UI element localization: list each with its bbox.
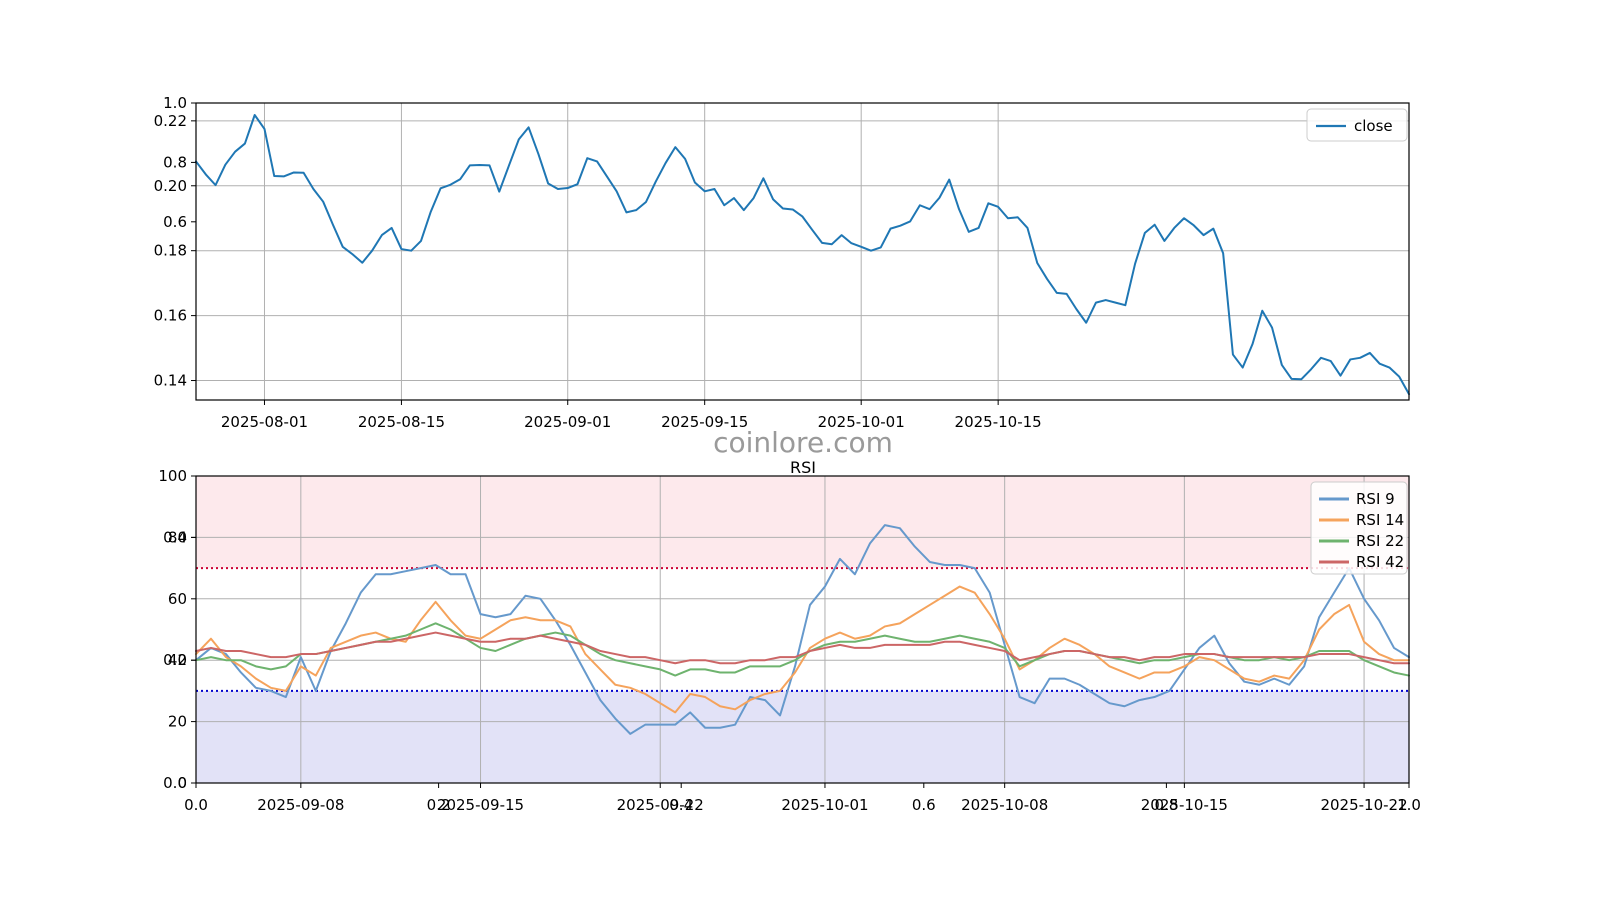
rsi-legend-label: RSI 42 [1356, 553, 1404, 571]
price-y-tick-label: 0.20 [154, 177, 187, 195]
watermark-text: coinlore.com [713, 426, 893, 459]
price-plot-area: 0.22 0.20 0.18 0.16 0.14 1.0 0.8 0.6 2025-08-0… [154, 94, 1410, 431]
price-x-tick-label: 2025-08-01 [221, 413, 308, 431]
price-x-tick-label: 2025-09-01 [524, 413, 611, 431]
price-y-tick-labels: 0.22 0.20 0.18 0.16 0.14 [154, 112, 196, 390]
price-y-tick-label: 0.18 [154, 242, 187, 260]
rsi-y-tick-label: 40 [168, 651, 187, 669]
rsi-panel-title: RSI [790, 458, 816, 477]
rsi-legend-label: RSI 9 [1356, 490, 1395, 508]
rsi-y-tick-label: 100 [158, 467, 187, 485]
price-x-tick-label: 2025-10-01 [818, 413, 905, 431]
rsi-x-tick-label-secondary: 0.8 [1154, 796, 1178, 814]
price-series-group [195, 114, 1410, 396]
price-x-tick-label: 2025-09-15 [661, 413, 748, 431]
rsi-legend-label: RSI 14 [1356, 511, 1404, 529]
rsi-gridlines [196, 476, 1409, 783]
price-legend-label: close [1354, 117, 1393, 135]
watermark-layer: coinlore.com RSI [713, 426, 893, 477]
rsi-y-tick-label-secondary: 0.0 [163, 774, 187, 792]
price-gridlines [196, 103, 1409, 400]
rsi-threshold-lines [196, 567, 1409, 692]
rsi-x-tick-label: 2025-10-08 [961, 796, 1048, 814]
rsi-x-tick-label-secondary: 0.6 [912, 796, 936, 814]
rsi-axis-box [195, 475, 1410, 784]
rsi-x-tick-label: 2025-09-22 [617, 796, 704, 814]
rsi-y-tick-labels-secondary: 0.4 0.2 0.0 [163, 528, 196, 792]
rsi-x-tick-labels-secondary: 0.0 0.2 0.4 0.6 0.8 1.0 [184, 783, 1421, 814]
rsi-band-overbought [196, 476, 1409, 569]
rsi-line-rsi-9 [195, 524, 1410, 735]
price-plot-background [196, 103, 1409, 400]
rsi-y-tick-label-secondary: 0.2 [163, 651, 187, 669]
price-legend-box [1306, 108, 1408, 142]
price-y-tick-label-secondary: 0.8 [163, 153, 187, 171]
rsi-legend-label: RSI 22 [1356, 532, 1404, 550]
rsi-line-rsi-42 [195, 631, 1410, 665]
rsi-x-tick-label: 2025-10-01 [781, 796, 868, 814]
rsi-axis-frame [195, 475, 1410, 784]
price-x-tick-label: 2025-10-15 [955, 413, 1042, 431]
price-y-tick-label-secondary: 0.6 [163, 213, 187, 231]
price-y-tick-label: 0.22 [154, 112, 187, 130]
price-axis-box [195, 102, 1410, 401]
price-y-tick-label: 0.16 [154, 307, 187, 325]
rsi-legend-box [1310, 481, 1408, 575]
rsi-series-group [195, 524, 1410, 735]
price-x-tick-label: 2025-08-15 [358, 413, 445, 431]
price-line-close [195, 114, 1410, 396]
price-axis-frame [195, 102, 1410, 401]
rsi-x-tick-label: 2025-10-15 [1141, 796, 1228, 814]
rsi-y-tick-label: 60 [168, 590, 187, 608]
price-y-tick-labels-secondary: 1.0 0.8 0.6 [163, 94, 196, 231]
rsi-x-tick-label-secondary: 0.0 [184, 796, 208, 814]
rsi-y-tick-label: 80 [168, 528, 187, 546]
rsi-x-tick-label-secondary: 0.2 [427, 796, 451, 814]
rsi-legend[interactable]: RSI 9 RSI 14 RSI 22 RSI 42 [1310, 481, 1408, 575]
price-x-tick-labels: 2025-08-01 2025-08-15 2025-09-01 2025-09-15… [221, 400, 1042, 431]
rsi-y-tick-label: 20 [168, 713, 187, 731]
rsi-y-tick-label: 0 [177, 774, 187, 792]
price-chart-panel: 0.22 0.20 0.18 0.16 0.14 1.0 0.8 0.6 2025-08-0… [154, 94, 1410, 431]
rsi-x-tick-label-secondary: 0.4 [669, 796, 693, 814]
rsi-x-tick-label: 2025-09-08 [257, 796, 344, 814]
rsi-x-tick-label-secondary: 1.0 [1397, 796, 1421, 814]
rsi-y-tick-labels: 100 80 60 40 20 0 [158, 467, 196, 792]
rsi-x-tick-label: 2025-10-22 [1320, 796, 1407, 814]
rsi-x-tick-labels: 2025-09-08 2025-09-15 2025-09-22 2025-10-01… [257, 783, 1408, 814]
rsi-y-tick-label-secondary: 0.4 [163, 528, 187, 546]
price-legend[interactable]: close [1306, 108, 1408, 142]
price-y-tick-label-secondary: 1.0 [163, 94, 187, 112]
rsi-x-tick-label: 2025-09-15 [437, 796, 524, 814]
rsi-threshold-bands [196, 476, 1409, 783]
rsi-band-oversold [196, 690, 1409, 783]
price-y-tick-label: 0.14 [154, 372, 187, 390]
